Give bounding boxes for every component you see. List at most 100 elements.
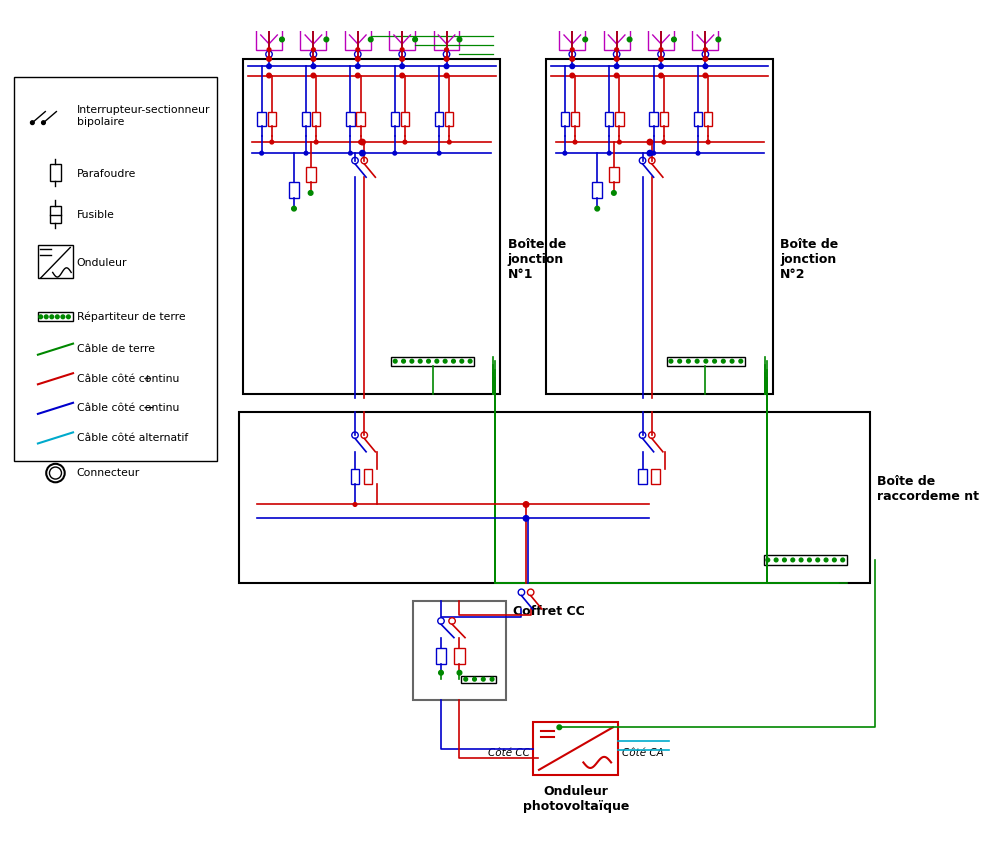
Text: Coffret CC: Coffret CC	[514, 605, 585, 618]
Circle shape	[311, 64, 316, 69]
Circle shape	[311, 20, 315, 24]
Circle shape	[311, 73, 316, 78]
Bar	[764, 555, 846, 565]
Circle shape	[402, 359, 406, 363]
Circle shape	[557, 725, 562, 729]
Bar	[609, 166, 619, 183]
Circle shape	[464, 678, 467, 681]
Circle shape	[435, 359, 439, 363]
Circle shape	[841, 558, 845, 562]
Bar	[667, 357, 745, 366]
Circle shape	[355, 20, 359, 24]
Circle shape	[401, 48, 404, 52]
Bar	[363, 469, 372, 484]
Circle shape	[368, 9, 373, 14]
Circle shape	[394, 359, 397, 363]
Bar	[638, 469, 647, 484]
Circle shape	[55, 315, 59, 318]
Bar	[401, 111, 409, 127]
Circle shape	[355, 48, 359, 52]
Circle shape	[354, 503, 356, 506]
Circle shape	[615, 64, 619, 69]
Bar	[616, 111, 624, 127]
Circle shape	[738, 359, 742, 363]
Bar	[413, 600, 506, 700]
Text: Onduleur
photovoltaïque: Onduleur photovoltaïque	[522, 784, 629, 812]
Bar	[356, 111, 364, 127]
Bar	[649, 111, 658, 127]
Circle shape	[615, 20, 619, 24]
Circle shape	[410, 359, 413, 363]
Text: Parafoudre: Parafoudre	[77, 168, 136, 178]
Bar	[50, 205, 61, 222]
Circle shape	[647, 139, 653, 145]
Bar	[592, 183, 602, 198]
Circle shape	[799, 558, 803, 562]
Circle shape	[703, 57, 708, 61]
Circle shape	[659, 48, 663, 52]
Circle shape	[448, 140, 451, 144]
Circle shape	[355, 64, 360, 69]
Circle shape	[791, 558, 794, 562]
Text: Côté CC: Côté CC	[488, 748, 529, 758]
Text: Côté CA: Côté CA	[623, 748, 664, 758]
Bar	[604, 29, 629, 49]
Circle shape	[280, 9, 284, 14]
Circle shape	[44, 315, 48, 318]
Text: −: −	[142, 402, 154, 415]
Circle shape	[563, 151, 567, 155]
Circle shape	[627, 37, 631, 42]
Bar	[692, 29, 719, 49]
Circle shape	[267, 48, 271, 52]
Bar	[256, 2, 282, 22]
Bar	[435, 111, 443, 127]
Bar	[546, 59, 773, 394]
Bar	[300, 2, 326, 22]
Bar	[244, 59, 500, 394]
Circle shape	[824, 558, 828, 562]
Circle shape	[324, 9, 329, 14]
Text: Fusible: Fusible	[77, 210, 115, 220]
Circle shape	[703, 48, 707, 52]
Text: Interrupteur-sectionneur
bipolaire: Interrupteur-sectionneur bipolaire	[77, 105, 210, 127]
Bar	[256, 29, 282, 49]
Bar	[434, 29, 460, 49]
Circle shape	[61, 315, 65, 318]
Bar	[305, 166, 316, 183]
Circle shape	[41, 121, 45, 125]
Circle shape	[349, 151, 353, 155]
Bar	[648, 29, 674, 49]
Circle shape	[703, 64, 708, 69]
Text: Répartiteur de terre: Répartiteur de terre	[77, 312, 186, 322]
Circle shape	[444, 64, 449, 69]
Circle shape	[39, 315, 42, 318]
Circle shape	[359, 139, 365, 145]
Circle shape	[30, 121, 34, 125]
Circle shape	[615, 57, 619, 61]
Circle shape	[774, 558, 778, 562]
Bar	[239, 412, 870, 583]
Circle shape	[400, 57, 405, 61]
Circle shape	[833, 558, 837, 562]
Circle shape	[311, 57, 316, 61]
Circle shape	[583, 37, 587, 42]
Circle shape	[458, 37, 462, 42]
Circle shape	[314, 140, 318, 144]
Circle shape	[647, 150, 653, 156]
Bar	[38, 245, 73, 278]
Bar	[560, 29, 585, 49]
Bar	[38, 312, 73, 322]
Circle shape	[615, 48, 619, 52]
Circle shape	[412, 9, 417, 14]
Text: Onduleur: Onduleur	[77, 258, 128, 268]
Circle shape	[472, 678, 476, 681]
Circle shape	[490, 678, 494, 681]
Circle shape	[355, 73, 360, 78]
Circle shape	[783, 558, 787, 562]
Circle shape	[280, 37, 284, 42]
Circle shape	[669, 359, 673, 363]
Bar	[257, 111, 266, 127]
Text: Câble côté continu: Câble côté continu	[77, 374, 179, 384]
Bar	[434, 2, 460, 22]
Circle shape	[672, 9, 677, 14]
